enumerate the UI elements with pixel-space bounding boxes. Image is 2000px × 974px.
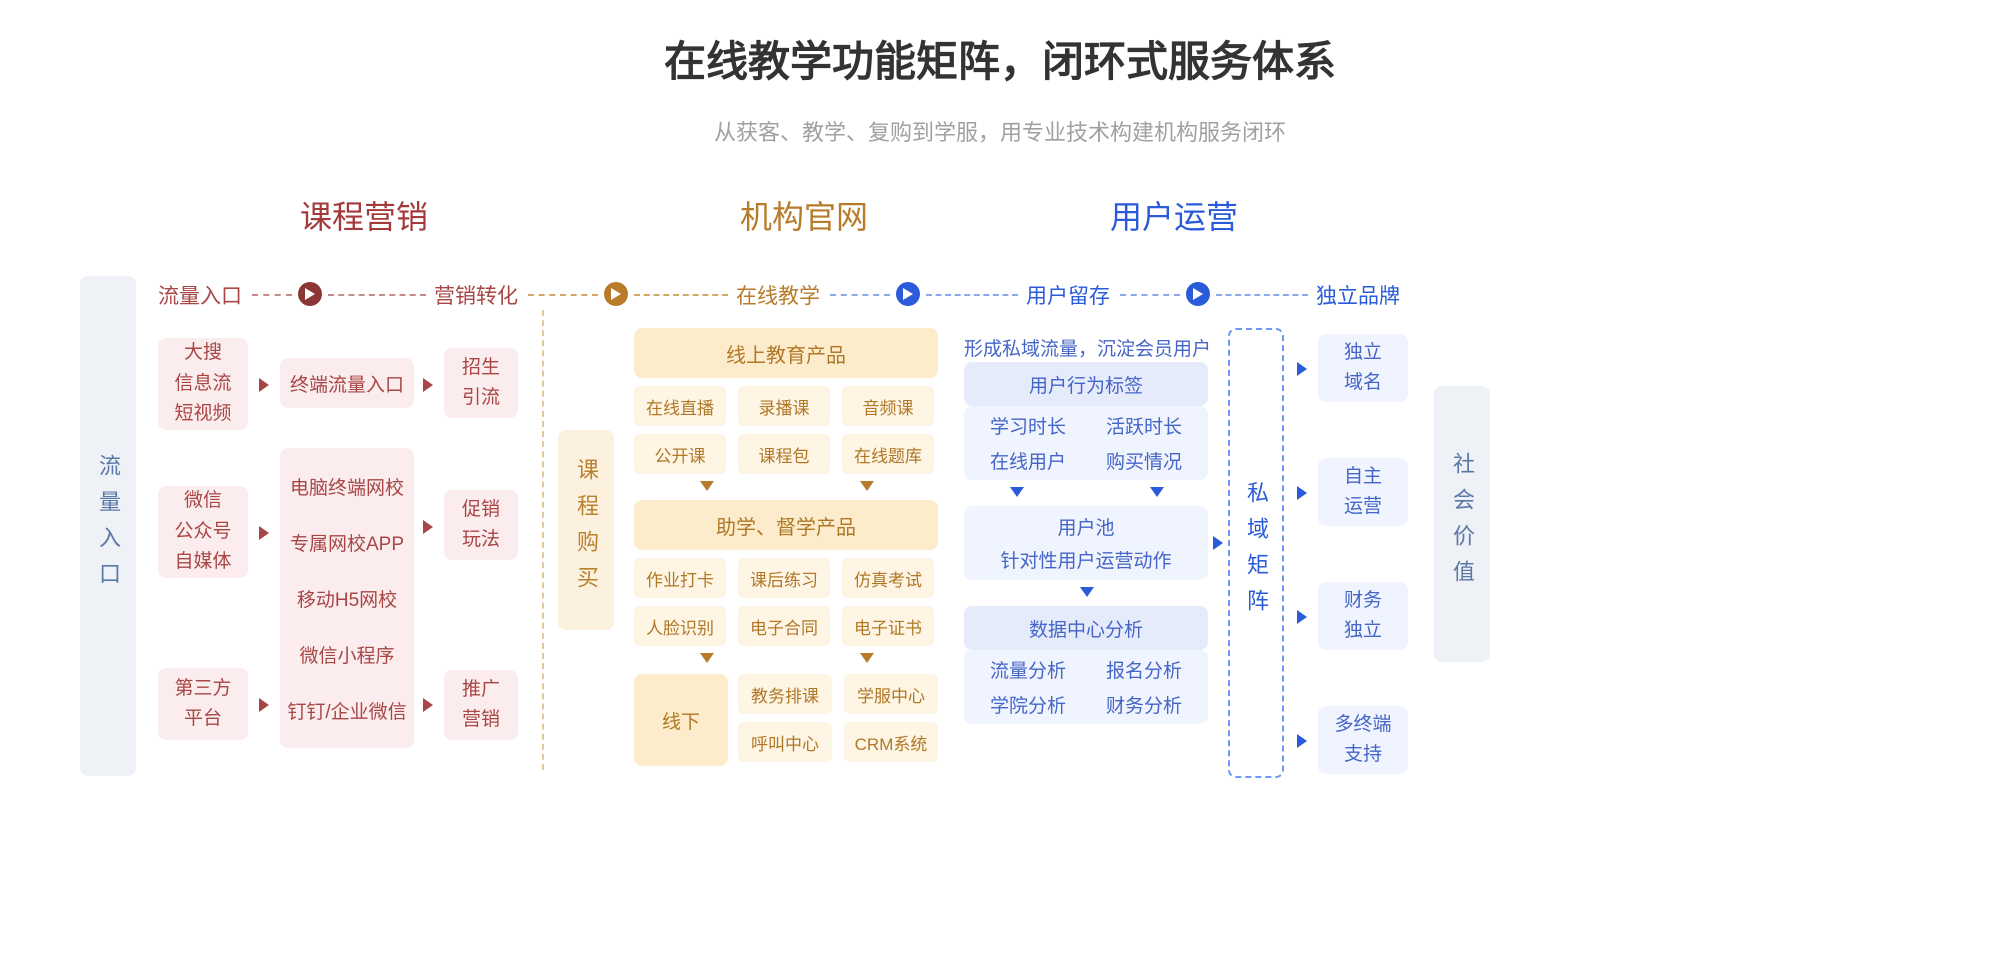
terminal-item: 微信小程序 — [299, 641, 394, 668]
chevron-right-icon — [258, 526, 272, 540]
pillar-course-purchase: 课程购买 — [558, 430, 614, 630]
box-spread: 推广 营销 — [444, 670, 518, 740]
panel-data-center: 数据中心分析 — [964, 606, 1208, 650]
tag-item: 活跃时长 — [1106, 412, 1182, 439]
page-title: 在线教学功能矩阵，闭环式服务体系 — [0, 0, 2000, 89]
panel-data-center-items: 流量分析 报名分析 学院分析 财务分析 — [964, 650, 1208, 724]
chevron-right-icon — [422, 698, 436, 712]
pillar-label: 流量入口 — [92, 454, 124, 598]
section-website: 机构官网 — [740, 192, 868, 238]
subhead-retention: 用户留存 — [1026, 280, 1110, 310]
panel-user-tags: 用户行为标签 — [964, 362, 1208, 406]
box-promo: 促销 玩法 — [444, 490, 518, 560]
box-source-search: 大搜 信息流 短视频 — [158, 338, 248, 430]
panel-user-pool: 用户池 针对性用户运营动作 — [964, 506, 1208, 580]
pill-item: 电子证书 — [842, 606, 934, 646]
arrow-circle-icon — [896, 282, 920, 306]
chevron-right-icon — [1296, 610, 1310, 624]
subhead-teaching: 在线教学 — [736, 280, 820, 310]
panel-offline-label: 线下 — [634, 674, 728, 766]
pool-sub: 针对性用户运营动作 — [1000, 546, 1171, 573]
pill-item: 录播课 — [738, 386, 830, 426]
pill-item: 呼叫中心 — [738, 722, 832, 762]
pill-item: 公开课 — [634, 434, 726, 474]
brand-finance: 财务 独立 — [1318, 582, 1408, 650]
section-operations: 用户运营 — [1110, 192, 1238, 238]
analysis-item: 财务分析 — [1106, 691, 1182, 718]
box-terminal-entry: 终端流量入口 — [280, 358, 414, 408]
pillar-traffic-entry: 流量入口 — [80, 276, 136, 776]
chevron-down-icon — [700, 652, 714, 666]
panel-user-tags-items: 学习时长 活跃时长 在线用户 购买情况 — [964, 406, 1208, 480]
box-source-wechat: 微信 公众号 自媒体 — [158, 486, 248, 578]
chevron-right-icon — [1296, 734, 1310, 748]
terminal-item: 电脑终端网校 — [290, 473, 404, 500]
chevron-right-icon — [422, 520, 436, 534]
pillar-social-value: 社会价值 — [1434, 386, 1490, 662]
pill-item: 作业打卡 — [634, 558, 726, 598]
pill-item: 音频课 — [842, 386, 934, 426]
section-marketing: 课程营销 — [300, 192, 428, 238]
chevron-right-icon — [1212, 536, 1226, 550]
chevron-right-icon — [422, 378, 436, 392]
terminal-item: 移动H5网校 — [297, 585, 397, 612]
chevron-right-icon — [1296, 362, 1310, 376]
chevron-down-icon — [1080, 586, 1094, 600]
arrow-circle-icon — [1186, 282, 1210, 306]
analysis-item: 流量分析 — [990, 656, 1066, 683]
blue-tagline: 形成私域流量，沉淀会员用户 — [964, 334, 1211, 361]
pill-item: 学服中心 — [844, 674, 938, 714]
chevron-down-icon — [700, 480, 714, 494]
pillar-label: 社会价值 — [1446, 452, 1478, 596]
pill-item: 教务排课 — [738, 674, 832, 714]
box-source-3rdparty: 第三方 平台 — [158, 668, 248, 740]
box-enroll: 招生 引流 — [444, 348, 518, 418]
pill-item: CRM系统 — [844, 722, 938, 762]
chevron-right-icon — [1296, 486, 1310, 500]
chevron-down-icon — [1010, 486, 1024, 500]
chevron-down-icon — [1150, 486, 1164, 500]
pill-item: 课后练习 — [738, 558, 830, 598]
subhead-brand: 独立品牌 — [1316, 280, 1400, 310]
arrow-circle-icon — [604, 282, 628, 306]
brand-self-op: 自主 运营 — [1318, 458, 1408, 526]
brand-multiend: 多终端 支持 — [1318, 706, 1408, 774]
tag-item: 在线用户 — [990, 447, 1066, 474]
brand-domain: 独立 域名 — [1318, 334, 1408, 402]
page-subtitle: 从获客、教学、复购到学服，用专业技术构建机构服务闭环 — [0, 115, 2000, 147]
tag-item: 购买情况 — [1106, 447, 1182, 474]
panel-online-products: 线上教育产品 — [634, 328, 938, 378]
terminal-item: 专属网校APP — [290, 529, 404, 556]
tag-item: 学习时长 — [990, 412, 1066, 439]
chevron-right-icon — [258, 698, 272, 712]
pill-item: 仿真考试 — [842, 558, 934, 598]
chevron-right-icon — [258, 378, 272, 392]
panel-study-products: 助学、督学产品 — [634, 500, 938, 550]
pill-item: 课程包 — [738, 434, 830, 474]
pillar-label: 私域矩阵 — [1240, 481, 1272, 625]
pill-item: 电子合同 — [738, 606, 830, 646]
chevron-down-icon — [860, 480, 874, 494]
section-headers: 课程营销 机构官网 用户运营 — [0, 192, 2000, 252]
analysis-item: 学院分析 — [990, 691, 1066, 718]
pill-item: 在线题库 — [842, 434, 934, 474]
pool-title: 用户池 — [1057, 513, 1114, 540]
chevron-down-icon — [860, 652, 874, 666]
box-terminal-list: 电脑终端网校 专属网校APP 移动H5网校 微信小程序 钉钉/企业微信 — [280, 448, 414, 748]
terminal-item: 钉钉/企业微信 — [287, 697, 406, 724]
pill-item: 人脸识别 — [634, 606, 726, 646]
pillar-private-domain: 私域矩阵 — [1228, 328, 1284, 778]
pill-item: 在线直播 — [634, 386, 726, 426]
analysis-item: 报名分析 — [1106, 656, 1182, 683]
subhead-traffic: 流量入口 — [158, 280, 242, 310]
subhead-row: 流量入口 营销转化 在线教学 用户留存 独立品牌 — [0, 280, 2000, 320]
pillar-label: 课程购买 — [570, 458, 602, 602]
arrow-circle-icon — [298, 282, 322, 306]
subhead-conversion: 营销转化 — [434, 280, 518, 310]
